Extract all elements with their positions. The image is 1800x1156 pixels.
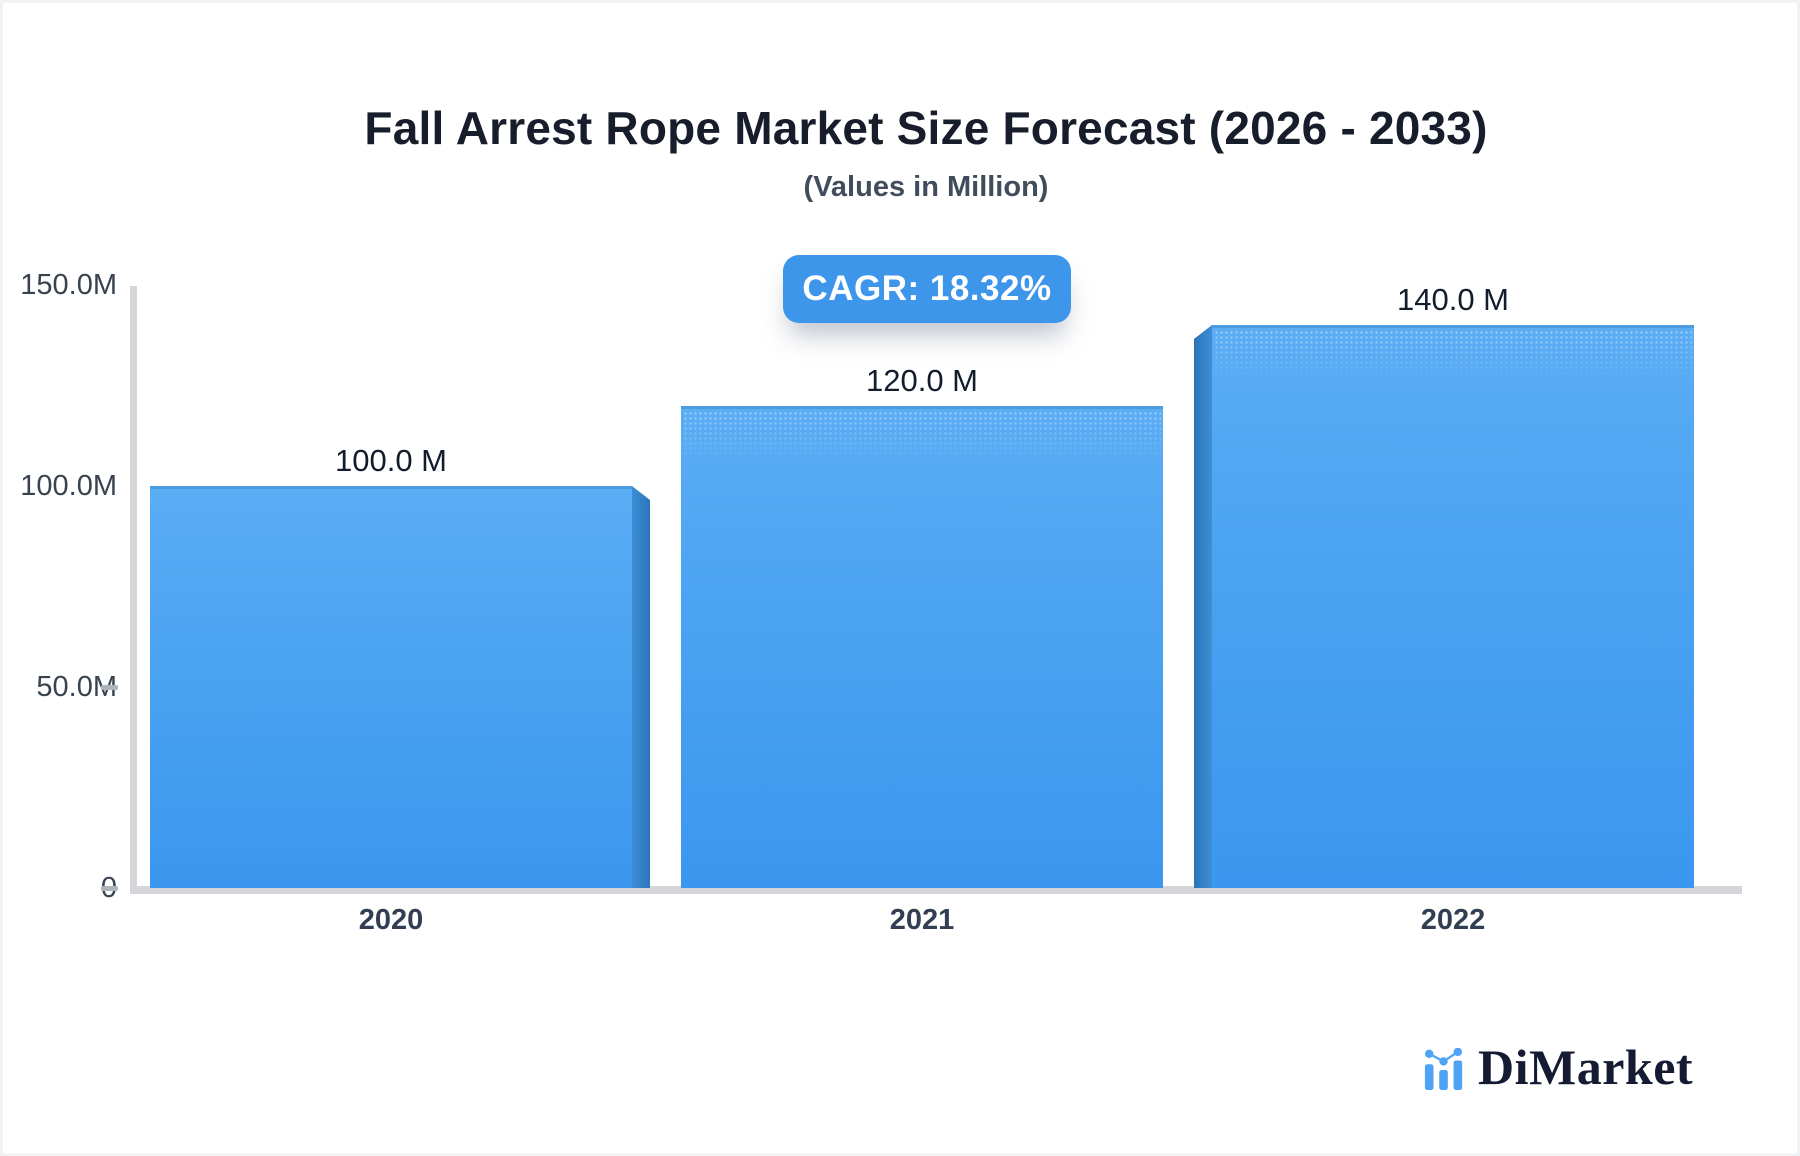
bar-value-label: 140.0 M: [1396, 282, 1509, 317]
chart-header: Fall Arrest Rope Market Size Forecast (2…: [0, 0, 1800, 206]
y-axis-tick-label: 0: [0, 872, 117, 904]
cagr-badge-label: CAGR: 18.32%: [802, 269, 1052, 308]
bar-dot-texture: [683, 411, 1161, 463]
x-axis-category-label: 2022: [1420, 904, 1486, 936]
bar-value-label: 120.0 M: [865, 363, 978, 398]
x-axis-line: [130, 886, 1742, 894]
bar-value-label: 100.0 M: [334, 443, 447, 478]
x-axis-category-label: 2020: [358, 904, 424, 936]
y-axis-tick-label: 100.0M: [20, 470, 117, 502]
bar-3d-side-panel: [632, 486, 650, 888]
bar-dot-texture: [1214, 330, 1692, 382]
bar-3d-side-panel: [1194, 325, 1212, 888]
chart-subtitle: (Values in Million): [803, 171, 1049, 203]
y-axis-tick-mark: [101, 685, 118, 690]
y-axis-line: [130, 286, 137, 894]
y-axis-tick-mark: [101, 886, 118, 891]
bar-2021: [681, 406, 1163, 888]
cagr-badge: CAGR: 18.32%: [783, 255, 1071, 323]
chart-title: Fall Arrest Rope Market Size Forecast (2…: [364, 102, 1488, 154]
bar-2020: [150, 486, 632, 888]
x-axis-category-label: 2021: [889, 904, 955, 936]
dimarket-logo: DiMarket: [1423, 1040, 1693, 1092]
mini-bar-chart-logo-icon: [1424, 1048, 1463, 1091]
y-axis-tick-label: 50.0M: [36, 671, 117, 703]
bar-2022: [1212, 325, 1694, 888]
dimarket-logo-text: DiMarket: [1478, 1039, 1694, 1095]
y-axis-tick-label: 150.0M: [20, 269, 117, 301]
